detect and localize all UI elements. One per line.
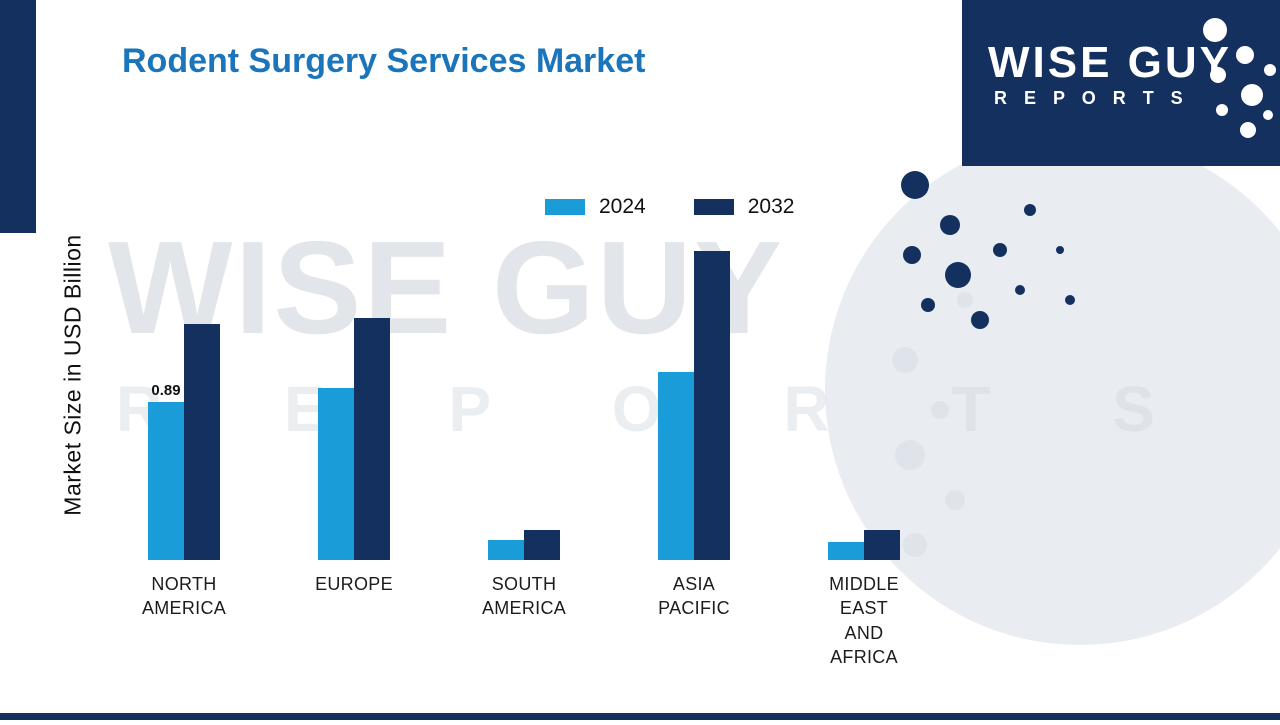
bar-2024-north — [148, 402, 184, 560]
bar-2024-europe — [318, 388, 354, 560]
bar-2032-middle — [864, 530, 900, 560]
watermark-line1: WISE GUY — [108, 214, 785, 361]
bar-2032-asia — [694, 251, 730, 560]
wiseguy-logo: WISE GUY R E P O R T S — [962, 0, 1280, 166]
bar-group-south: SOUTH AMERICA — [439, 240, 609, 669]
bar-group-north: 0.89 NORTH AMERICA — [99, 240, 269, 669]
bar-2032-north — [184, 324, 220, 560]
legend-item-2032: 2032 — [693, 195, 795, 219]
bar-value-label: 0.89 — [151, 382, 181, 399]
legend-swatch-2032 — [693, 199, 734, 215]
bar-group-middle: MIDDLE EAST AND AFRICA — [779, 240, 949, 669]
left-accent-bar — [0, 0, 36, 233]
chart-title: Rodent Surgery Services Market — [122, 42, 646, 80]
category-label: EUROPE — [315, 574, 393, 594]
bar-2032-south — [524, 530, 560, 560]
watermark: WISE GUY R E P O R T S — [108, 222, 1207, 446]
bar-2024-middle — [828, 542, 864, 560]
bar-group-europe: EUROPE — [269, 240, 439, 669]
bar-2024-south — [488, 540, 524, 560]
category-label: ASIA PACIFIC — [658, 574, 730, 619]
bar-2032-europe — [354, 318, 390, 560]
logo-name: WISE GUY — [988, 38, 1233, 87]
legend-item-2024: 2024 — [545, 195, 646, 219]
logo-head-dots-icon — [1203, 18, 1276, 138]
bar-plot: 0.89 NORTH AMERICA EUROPE SOUTH AMERICA ASIA… — [99, 240, 949, 669]
category-label: MIDDLE EAST AND AFRICA — [829, 574, 899, 667]
bar-2024-asia — [658, 372, 694, 560]
head-silhouette-graphic — [700, 0, 1280, 720]
category-label: SOUTH AMERICA — [481, 574, 567, 619]
category-label: NORTH AMERICA — [141, 574, 227, 619]
bar-group-asia: ASIA PACIFIC — [609, 240, 779, 669]
legend-label-2032: 2032 — [747, 195, 795, 218]
legend: 2024 2032 — [545, 195, 794, 219]
legend-swatch-2024 — [545, 199, 585, 215]
bottom-accent-bar — [0, 713, 1280, 720]
logo-subtitle: R E P O R T S — [994, 88, 1189, 108]
legend-label-2024: 2024 — [599, 195, 646, 218]
watermark-line2: R E P O R T S — [116, 373, 1207, 445]
y-axis-label: Market Size in USD Billion — [59, 234, 86, 516]
